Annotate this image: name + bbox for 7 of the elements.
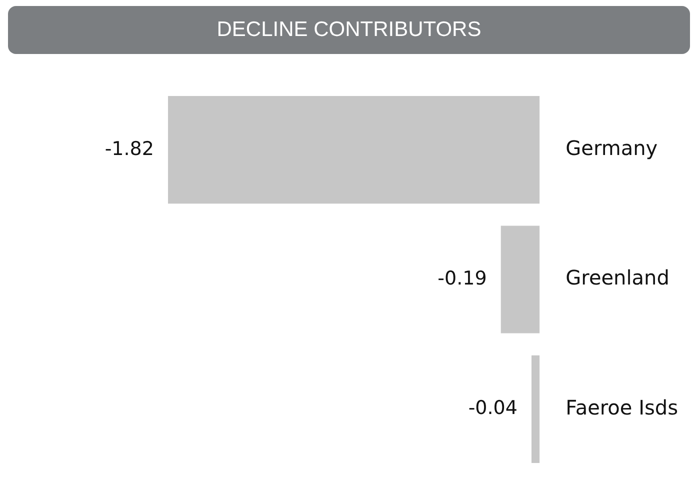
data-label: -0.04 (468, 397, 518, 420)
y-tick-label: Greenland (566, 266, 670, 290)
y-tick-label: Germany (566, 136, 658, 160)
chart-title: DECLINE CONTRIBUTORS (8, 6, 690, 54)
y-tick-label: Faeroe Isds (566, 395, 678, 420)
data-label: -1.82 (104, 138, 154, 160)
data-label: -0.19 (438, 267, 487, 290)
